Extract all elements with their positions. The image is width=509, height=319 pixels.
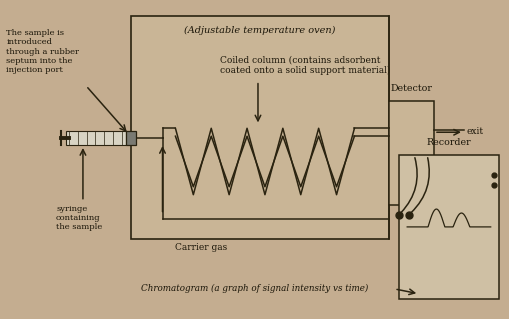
- Text: The sample is
introduced
through a rubber
septum into the
injection port: The sample is introduced through a rubbe…: [6, 29, 79, 74]
- Text: Recorder: Recorder: [427, 138, 471, 147]
- Text: (Adjustable temperature oven): (Adjustable temperature oven): [184, 26, 335, 35]
- Bar: [66, 131, 126, 145]
- Text: Coiled column (contains adsorbent
coated onto a solid support material): Coiled column (contains adsorbent coated…: [220, 56, 390, 76]
- Text: Chromatogram (a graph of signal intensity vs time): Chromatogram (a graph of signal intensit…: [140, 284, 368, 293]
- Bar: [389, 100, 434, 204]
- Text: exit: exit: [467, 127, 484, 136]
- Bar: [131, 16, 389, 239]
- Text: syringe
containing
the sample: syringe containing the sample: [56, 204, 102, 231]
- Bar: [399, 155, 499, 299]
- Bar: [126, 131, 136, 145]
- Text: Carrier gas: Carrier gas: [176, 243, 228, 252]
- Text: Detector: Detector: [391, 84, 433, 93]
